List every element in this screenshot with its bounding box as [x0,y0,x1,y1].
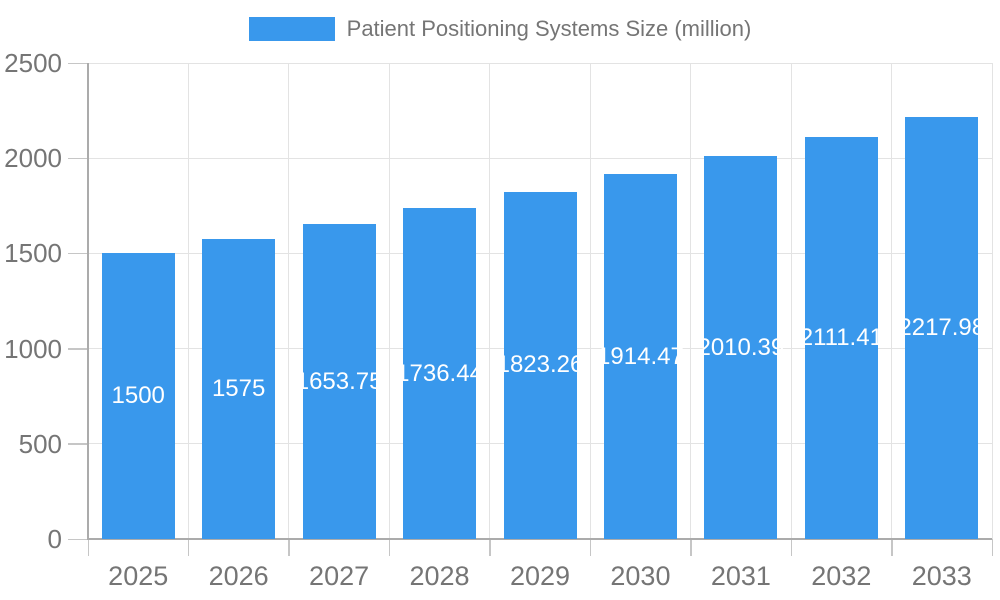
x-tick-mark [991,539,993,556]
y-tick-label: 2500 [4,48,62,78]
y-tick-mark [68,62,88,64]
x-tick-label: 2032 [811,561,872,591]
legend[interactable]: Patient Positioning Systems Size (millio… [0,16,1000,42]
legend-swatch [248,17,335,41]
bar[interactable] [704,156,778,539]
v-gridline [288,63,290,539]
y-tick-label: 1000 [4,333,62,364]
x-tick-label: 2033 [911,561,972,591]
v-gridline [690,63,692,539]
x-tick-mark [891,539,893,556]
x-tick-mark [489,539,491,556]
y-tick-label: 2000 [4,143,62,174]
x-tick-mark [87,539,89,556]
v-gridline [891,63,893,539]
y-tick-label: 1500 [4,238,62,269]
y-axis-line [86,63,89,539]
x-tick-label: 2030 [610,561,671,591]
y-tick-label: 0 [47,524,62,554]
bar[interactable] [403,208,477,539]
y-tick-mark [68,348,88,350]
x-tick-mark [388,539,391,556]
bar[interactable] [603,174,677,539]
y-tick-label: 500 [18,428,62,459]
v-gridline [388,63,390,539]
x-tick-label: 2028 [409,561,470,591]
x-tick-label: 2029 [509,561,571,591]
v-gridline [489,63,491,539]
bar[interactable] [202,239,276,539]
x-axis-line [87,538,992,540]
x-tick-mark [790,539,793,556]
bar[interactable] [905,116,979,539]
bar[interactable] [302,224,376,539]
v-gridline [187,63,189,539]
x-tick-mark [187,539,190,556]
y-tick-mark [68,252,88,255]
v-gridline [790,63,792,539]
v-gridline [991,63,993,539]
x-tick-label: 2026 [208,561,269,591]
legend-label: Patient Positioning Systems Size (millio… [346,16,752,41]
x-tick-label: 2031 [710,561,771,591]
v-gridline [589,63,591,539]
x-tick-label: 2025 [108,561,169,591]
y-tick-mark [68,443,88,445]
h-gridline [88,157,992,159]
bar[interactable] [804,136,878,539]
y-tick-mark [68,538,88,540]
y-tick-mark [68,157,88,160]
bar[interactable] [101,253,175,539]
h-gridline [88,62,992,64]
x-tick-mark [589,539,592,556]
x-tick-mark [288,539,290,556]
bar[interactable] [503,191,577,539]
x-tick-mark [690,539,692,556]
x-tick-label: 2027 [309,561,370,591]
